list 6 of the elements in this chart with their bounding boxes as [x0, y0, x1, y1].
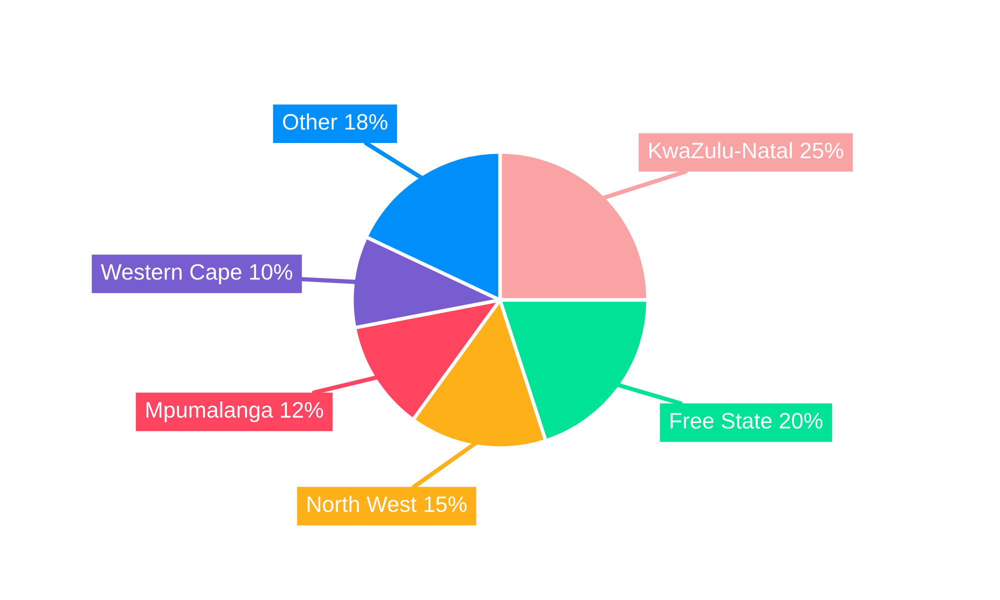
- slice-label: Other 18%: [283, 113, 388, 130]
- slice-label: KwaZulu-Natal 25%: [649, 142, 844, 158]
- slice-label: Mpumalanga 12%: [146, 401, 324, 422]
- slice-label: Free State 20%: [670, 412, 822, 429]
- slice-label: Western Cape 10%: [100, 264, 292, 284]
- slice-label: North West 15%: [308, 496, 467, 512]
